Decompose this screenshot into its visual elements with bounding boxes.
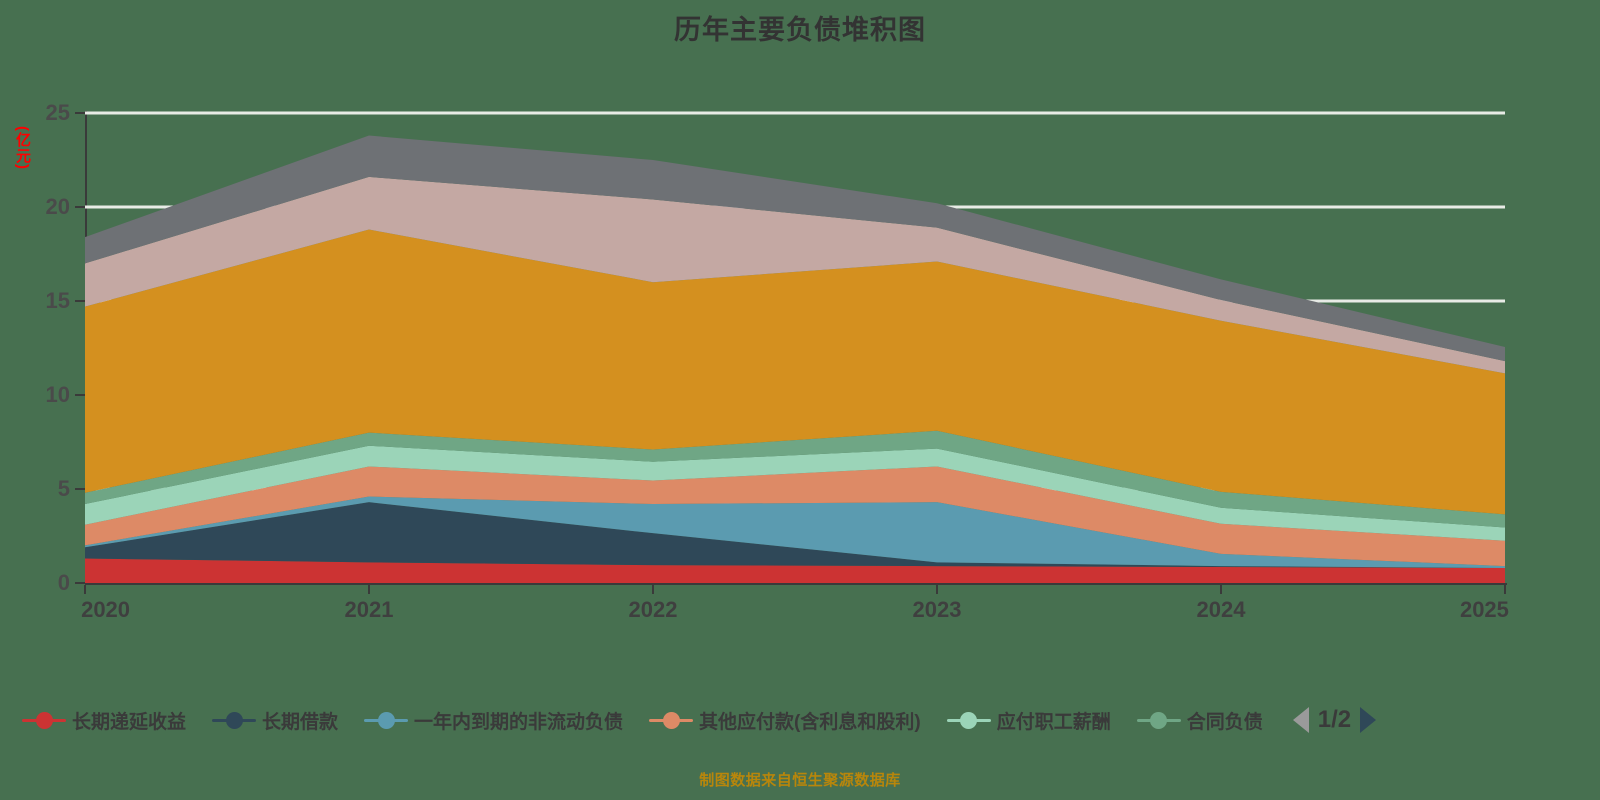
legend-item-label: 其他应付款(含利息和股利) — [699, 711, 921, 733]
area-series — [85, 496, 1505, 568]
y-axis-tick-mark — [75, 300, 85, 302]
legend-next-page-button[interactable] — [1360, 707, 1377, 733]
y-axis-tick-label: 20 — [45, 194, 70, 219]
x-axis-tick-label: 2021 — [344, 597, 394, 622]
legend-marker-icon — [364, 711, 409, 729]
x-axis-tick-mark — [936, 585, 938, 594]
legend-items: 长期递延收益 长期借款 一年内到期的非流动负债 其他应付款(含利息和股利) 应付职工薪酬… — [22, 707, 1289, 734]
legend-item[interactable]: 应付职工薪酬 — [946, 707, 1111, 734]
footer-note: 制图数据来自恒生聚源数据库 — [699, 772, 901, 789]
area-series — [85, 445, 1505, 541]
y-axis-title: (亿元) — [14, 126, 31, 170]
y-axis-tick-mark — [75, 582, 85, 584]
y-axis-tick-label: 0 — [57, 570, 70, 595]
chart-legend: 长期递延收益 长期借款 一年内到期的非流动负债 其他应付款(含利息和股利) 应付职工薪酬… — [0, 697, 1600, 743]
legend-prev-page-button[interactable] — [1292, 707, 1309, 733]
legend-item[interactable]: 长期递延收益 — [22, 707, 186, 734]
page-title: 历年主要负债堆积图 — [674, 15, 926, 45]
x-axis-tick-mark — [1504, 585, 1506, 594]
area-series — [85, 229, 1505, 515]
area-series — [85, 558, 1505, 583]
legend-item[interactable]: 合同负债 — [1136, 707, 1263, 734]
stacked-area-svg — [85, 111, 1505, 583]
legend-item[interactable]: 一年内到期的非流动负债 — [364, 707, 623, 734]
legend-marker-icon — [22, 711, 66, 729]
y-axis-tick-label: 25 — [45, 100, 70, 125]
plot-area — [85, 111, 1505, 583]
x-axis-tick-mark — [652, 585, 654, 594]
x-axis-tick-label: 2022 — [628, 597, 678, 622]
x-axis-tick-label: 2020 — [81, 597, 131, 622]
x-axis-tick-mark — [368, 585, 370, 594]
y-axis-tick-mark — [75, 394, 85, 396]
legend-item-label: 合同负债 — [1186, 711, 1263, 733]
legend-item[interactable]: 长期借款 — [212, 707, 338, 734]
y-axis-tick-mark — [75, 112, 85, 114]
x-axis-line — [85, 583, 1507, 585]
legend-marker-icon — [649, 711, 694, 729]
legend-item[interactable]: 其他应付款(含利息和股利) — [649, 707, 921, 734]
y-axis-tick-mark — [75, 488, 85, 490]
area-series — [85, 176, 1505, 374]
legend-item-label: 应付职工薪酬 — [996, 711, 1111, 733]
x-axis-tick-label: 2025 — [1459, 597, 1509, 622]
x-axis-tick-label: 2023 — [912, 597, 962, 622]
x-axis-tick-label: 2024 — [1196, 597, 1246, 622]
legend-marker-icon — [946, 711, 991, 729]
legend-item-label: 长期借款 — [262, 711, 339, 733]
legend-pager: 1/2 — [1292, 706, 1377, 734]
legend-page-indicator: 1/2 — [1317, 706, 1352, 733]
legend-item-label: 长期递延收益 — [72, 711, 187, 733]
x-axis-tick-mark — [84, 585, 86, 594]
area-series — [85, 502, 1505, 568]
legend-marker-icon — [212, 711, 257, 729]
y-axis-tick-label: 15 — [45, 288, 70, 313]
legend-item-label: 一年内到期的非流动负债 — [414, 711, 624, 733]
area-series — [85, 466, 1505, 567]
legend-marker-icon — [1136, 711, 1181, 729]
x-axis-tick-mark — [1220, 585, 1222, 594]
y-axis-tick-label: 5 — [57, 476, 70, 501]
y-axis-tick-label: 10 — [45, 382, 70, 407]
y-axis-tick-mark — [75, 206, 85, 208]
area-series — [85, 430, 1505, 528]
